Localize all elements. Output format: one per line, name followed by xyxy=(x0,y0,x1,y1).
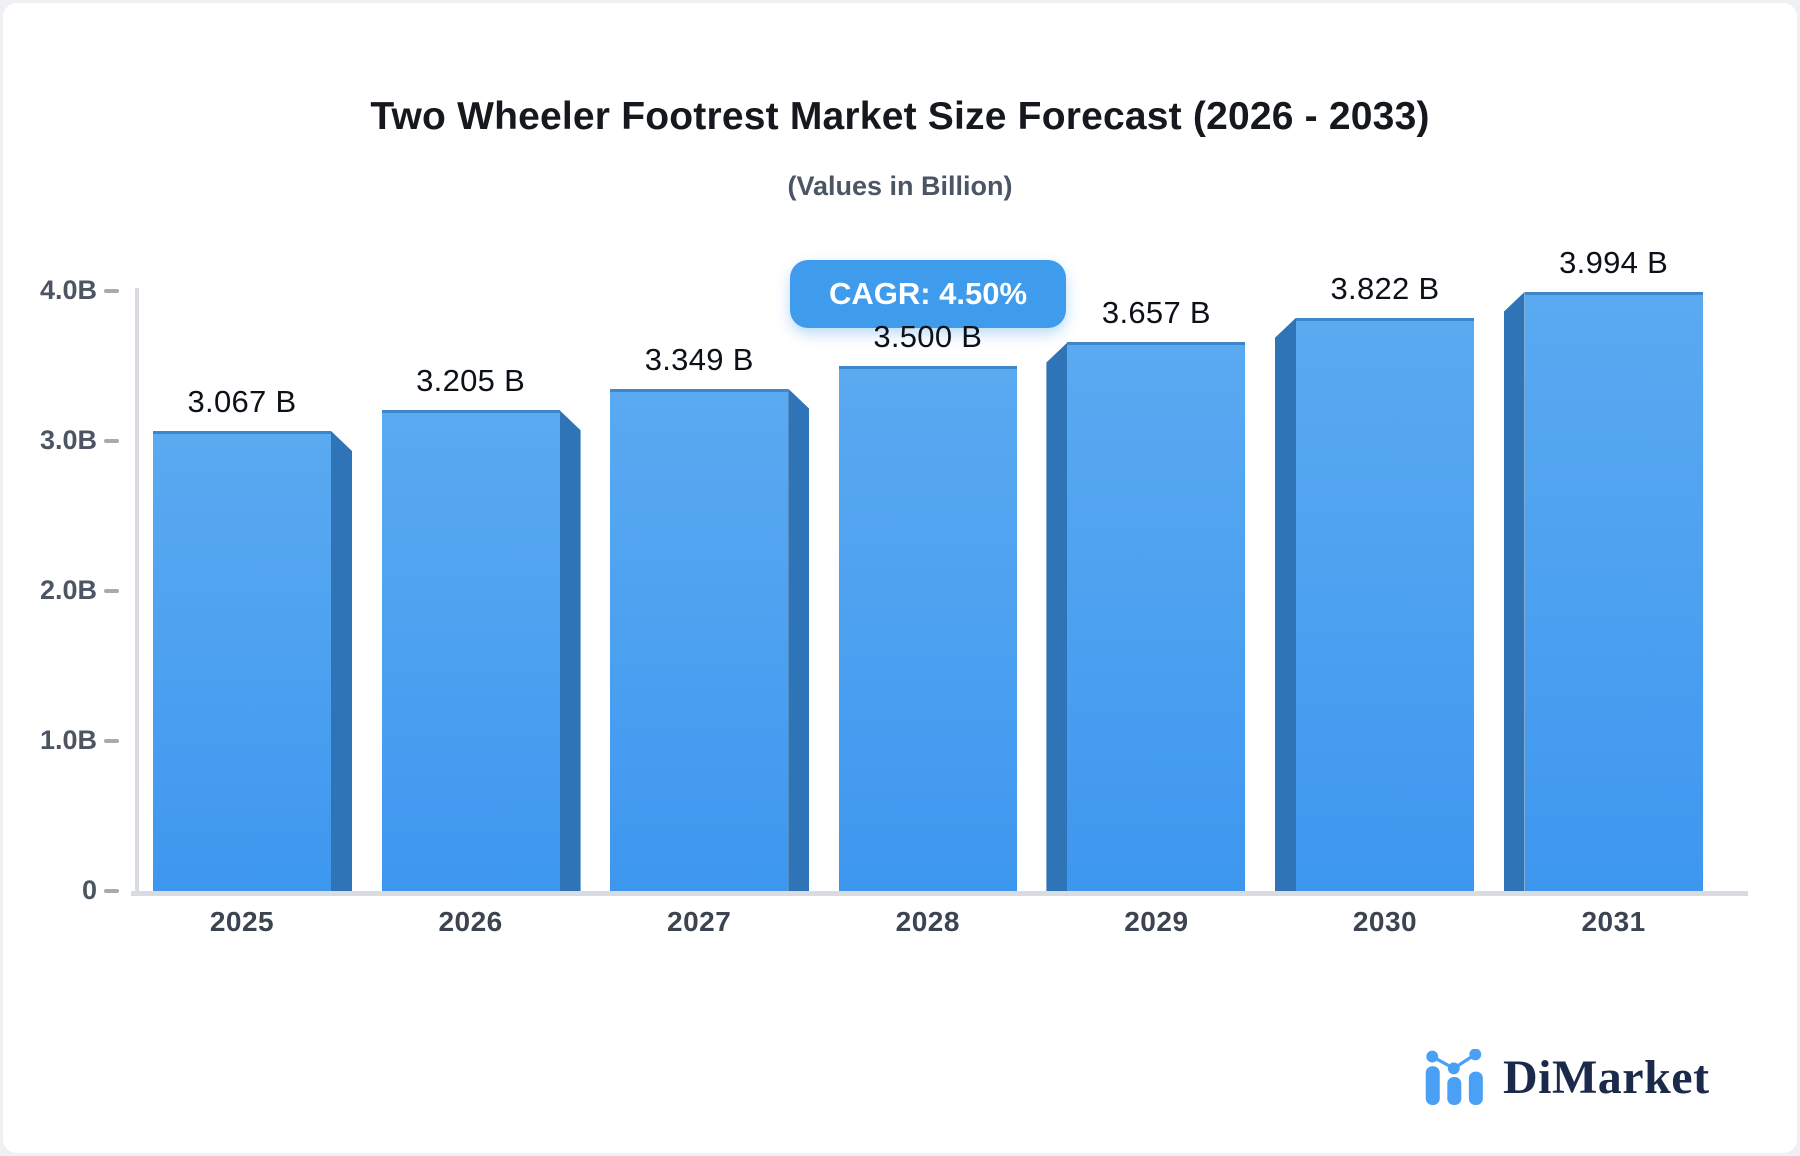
y-axis-tick xyxy=(104,289,119,293)
bar[interactable] xyxy=(1067,342,1246,891)
bar[interactable] xyxy=(838,366,1017,891)
y-axis-tick-label: 4.0B xyxy=(39,275,97,305)
y-axis-tick xyxy=(104,439,119,443)
x-axis-category-label: 2029 xyxy=(1124,906,1189,937)
x-axis-category-label: 2025 xyxy=(209,906,275,937)
y-axis-tick xyxy=(104,739,119,743)
bar-3d-side xyxy=(331,430,352,891)
x-axis-category-label: 2030 xyxy=(1352,906,1418,937)
y-axis-tick xyxy=(104,889,119,893)
y-axis-tick xyxy=(104,589,119,593)
bar-value-label: 3.657 B xyxy=(1101,295,1211,331)
bar-value-label: 3.205 B xyxy=(416,363,526,399)
x-axis-category-label: 2028 xyxy=(895,906,960,937)
y-axis-tick-label: 0 xyxy=(81,875,97,905)
y-axis-tick-label: 3.0B xyxy=(39,425,97,455)
bar-value-label: 3.067 B xyxy=(187,383,297,419)
chart-card: Two Wheeler Footrest Market Size Forecas… xyxy=(3,3,1797,1153)
bar-value-label: 3.994 B xyxy=(1559,244,1669,280)
brand-logo: DiMarket xyxy=(1425,1041,1710,1113)
bar-value-label: 3.349 B xyxy=(644,341,754,377)
cagr-badge: CAGR: 4.50% xyxy=(790,260,1066,328)
bar-3d-side xyxy=(1275,317,1296,891)
bar-value-label: 3.822 B xyxy=(1330,270,1440,306)
x-axis-category-label: 2026 xyxy=(438,906,503,937)
y-axis-tick-label: 1.0B xyxy=(39,725,97,755)
chart-subtitle: (Values in Billion) xyxy=(787,171,1013,201)
x-axis-line xyxy=(131,891,1748,896)
bar-3d-side xyxy=(1046,342,1068,891)
bar-value-label: 3.500 B xyxy=(873,319,983,354)
cagr-badge-label: CAGR: 4.50% xyxy=(828,276,1028,311)
y-axis-line xyxy=(135,288,139,896)
x-axis-category-label: 2027 xyxy=(667,906,732,937)
bar-3d-side xyxy=(788,388,810,891)
brand-logo-text: DiMarket xyxy=(1503,1050,1710,1104)
bar-3d-side xyxy=(1503,291,1525,891)
bar[interactable] xyxy=(1524,291,1703,891)
y-axis-tick-label: 2.0B xyxy=(39,575,97,605)
bar[interactable] xyxy=(610,388,789,891)
bar-3d-side xyxy=(559,410,581,891)
x-axis-category-label: 2031 xyxy=(1581,906,1646,937)
bar[interactable] xyxy=(1296,317,1474,891)
chart-title: Two Wheeler Footrest Market Size Forecas… xyxy=(370,95,1430,138)
bar[interactable] xyxy=(153,430,331,891)
mini-bar-line-chart-icon xyxy=(1425,1049,1483,1105)
bar[interactable] xyxy=(381,410,560,891)
